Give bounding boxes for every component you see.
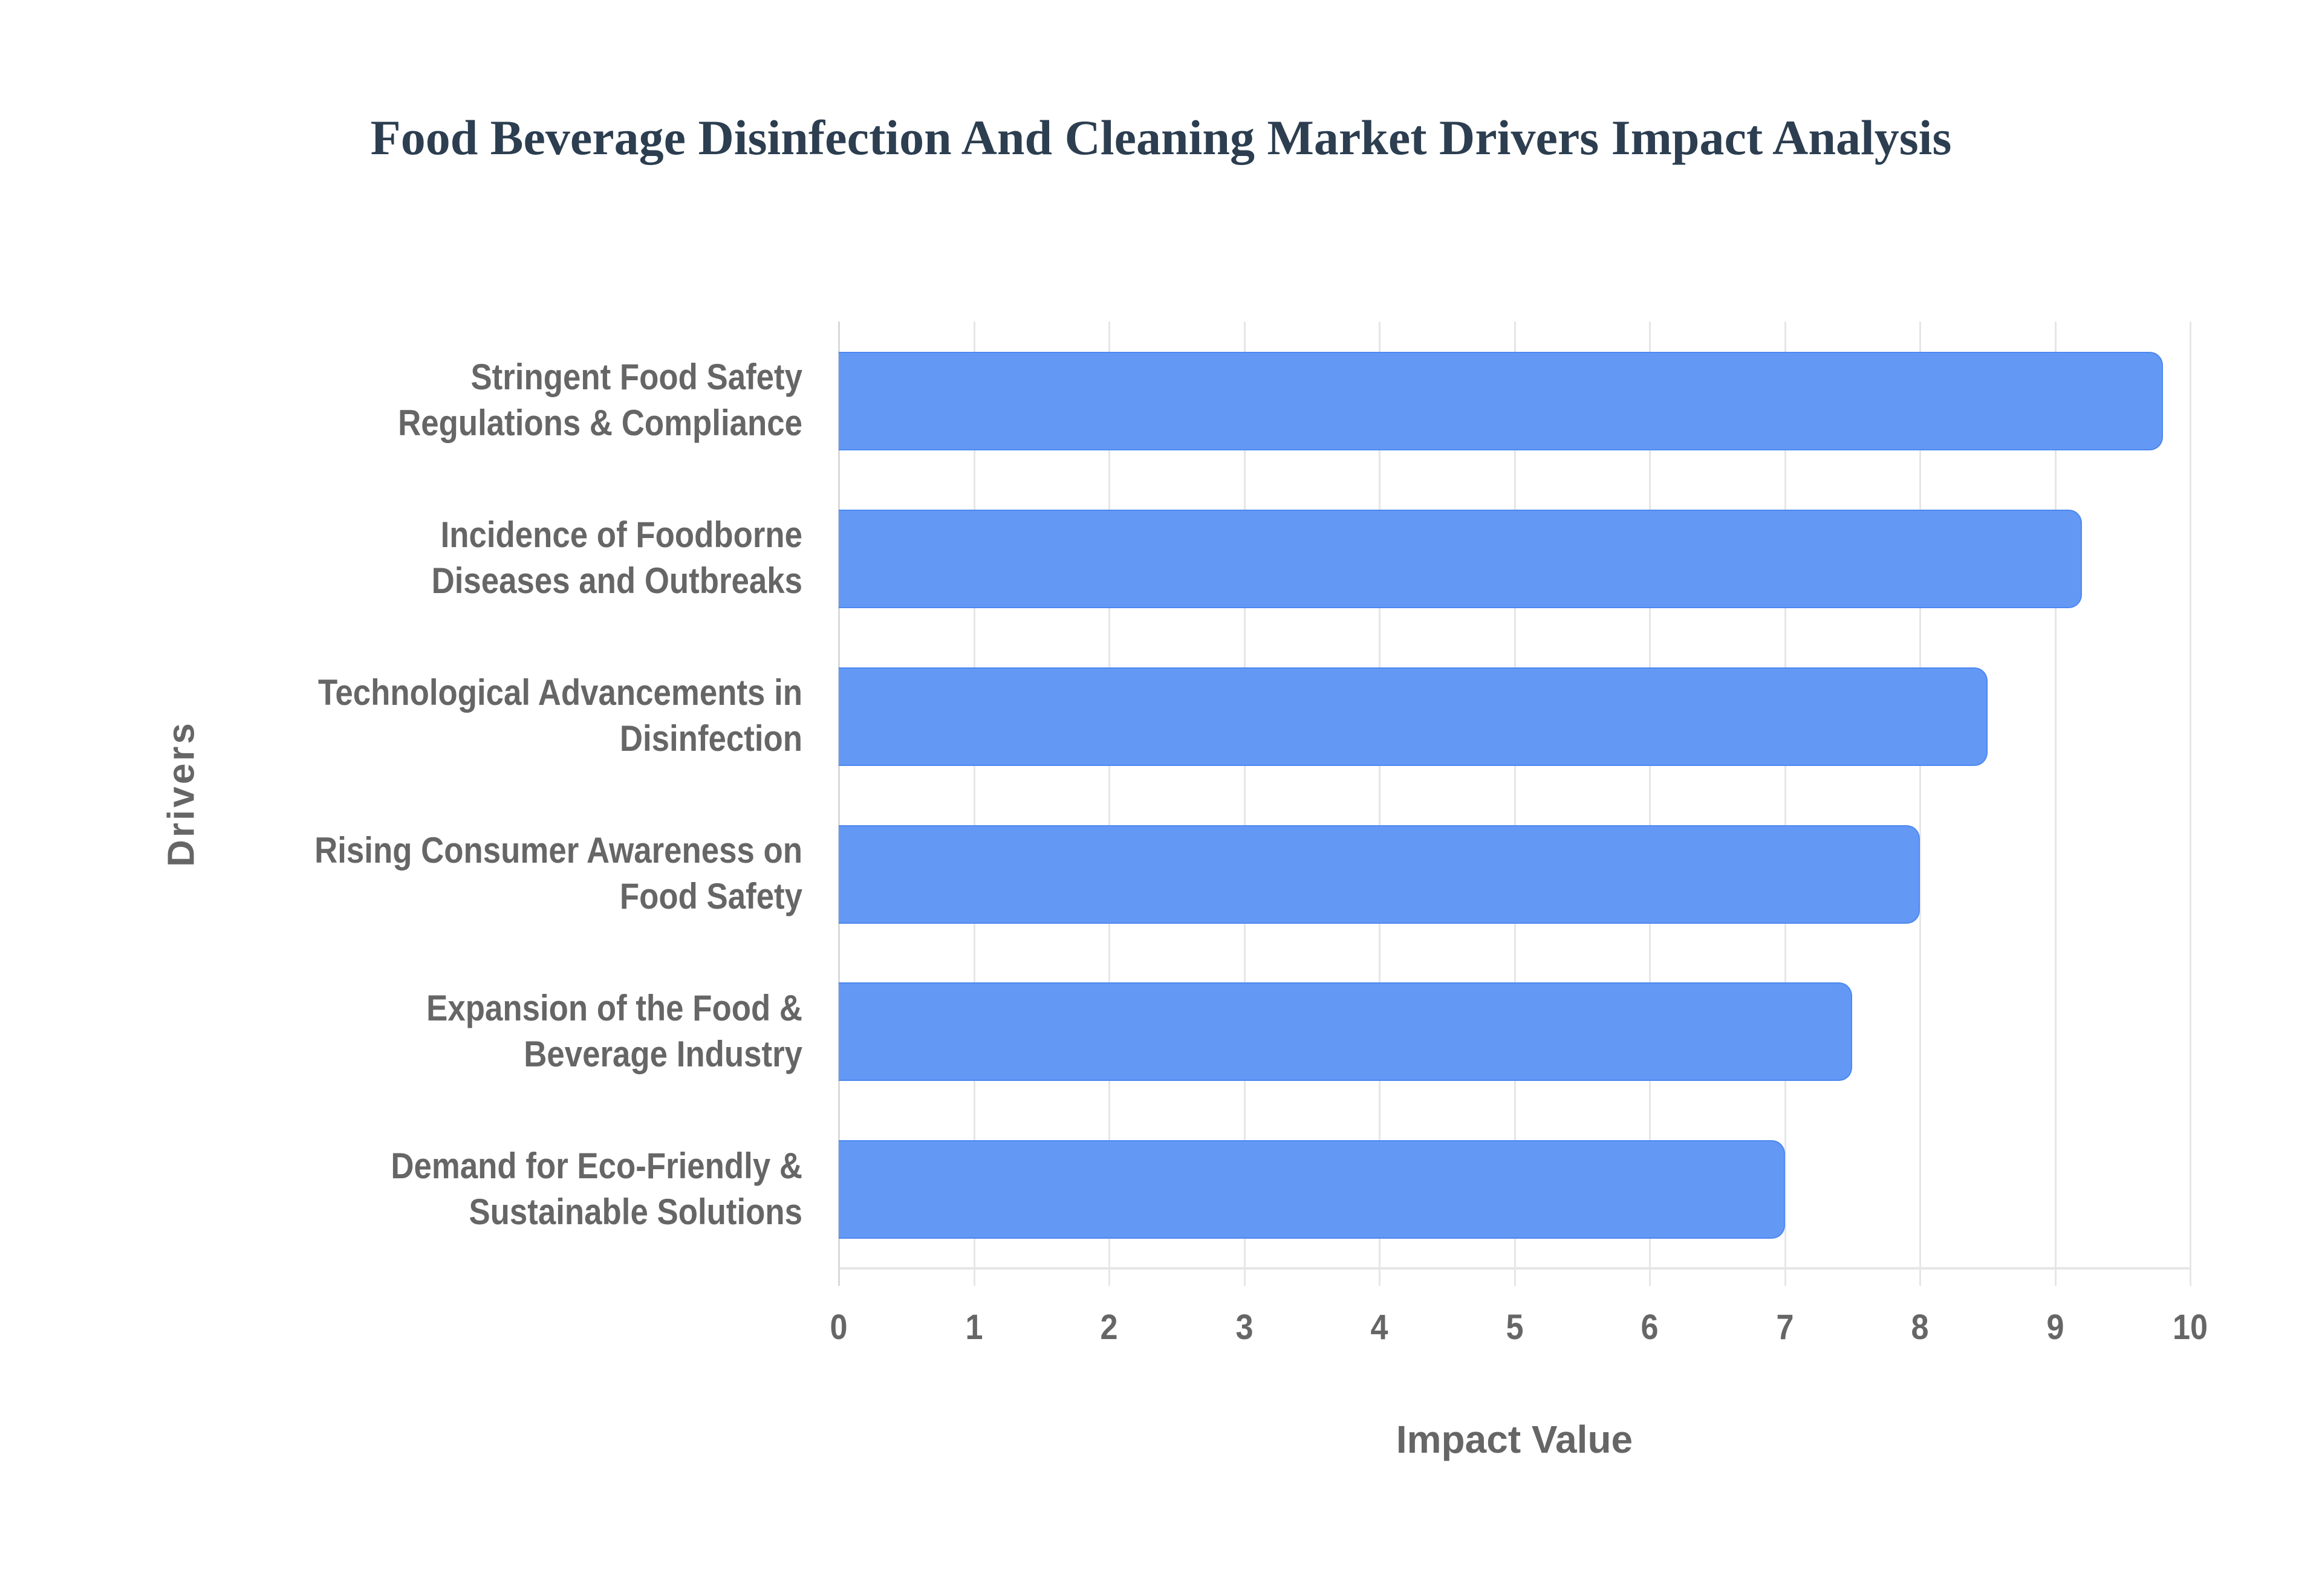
chart-title: Food Beverage Disinfection And Cleaning … <box>370 110 1952 165</box>
bar-0[interactable] <box>839 352 2164 450</box>
plot-area <box>838 322 2191 1286</box>
gridline-x-1 <box>973 322 975 1286</box>
bar-3[interactable] <box>839 825 1920 924</box>
x-tick-label: 7 <box>1775 1308 1794 1347</box>
gridline-x-10 <box>2190 322 2191 1286</box>
gridline-x-0 <box>838 322 840 1286</box>
gridline-x-8 <box>1919 322 1921 1286</box>
y-tick-label-line: Regulations & Compliance <box>398 403 802 444</box>
y-tick-label-line: Sustainable Solutions <box>469 1191 802 1232</box>
y-tick-label-line: Incidence of Foodborne <box>440 514 802 556</box>
gridline-x-6 <box>1649 322 1651 1286</box>
x-tick-label: 5 <box>1505 1308 1524 1347</box>
x-tick-label: 4 <box>1370 1308 1388 1347</box>
y-axis-title: Drivers <box>160 721 203 867</box>
y-tick-label-line: Beverage Industry <box>524 1033 802 1074</box>
x-tick-label: 1 <box>964 1308 983 1347</box>
gridline-x-5 <box>1514 322 1516 1286</box>
bar-1[interactable] <box>839 509 2083 608</box>
y-tick-label-line: Stringent Food Safety <box>470 357 802 398</box>
y-tick-label-line: Demand for Eco-Friendly & <box>391 1145 802 1186</box>
bar-5[interactable] <box>839 1140 1785 1239</box>
y-tick-label: Expansion of the Food & Beverage Industry <box>217 985 802 1077</box>
gridline-x-7 <box>1784 322 1786 1286</box>
y-tick-label: Demand for Eco-Friendly & Sustainable Sol… <box>217 1143 802 1235</box>
y-tick-label-line: Rising Consumer Awareness on <box>314 829 802 871</box>
y-tick-label: Stringent Food Safety Regulations & Compl… <box>217 354 802 446</box>
y-tick-label-line: Disinfection <box>619 718 802 759</box>
gridline-x-9 <box>2054 322 2057 1286</box>
y-tick-label-line: Diseases and Outbreaks <box>431 560 802 602</box>
x-axis-title: Impact Value <box>1396 1418 1633 1461</box>
x-tick-label: 3 <box>1235 1308 1254 1347</box>
bar-2[interactable] <box>839 667 1988 766</box>
gridline-x-3 <box>1243 322 1246 1286</box>
bar-4[interactable] <box>839 982 1853 1082</box>
x-tick-label: 8 <box>1911 1308 1929 1347</box>
y-tick-label: Technological Advancements in Disinfectio… <box>217 670 802 762</box>
x-tick-label: 6 <box>1641 1308 1659 1347</box>
y-tick-label-line: Expansion of the Food & <box>426 987 802 1028</box>
x-tick-label: 10 <box>2172 1308 2208 1347</box>
x-tick-label: 0 <box>830 1308 848 1347</box>
gridline-x-2 <box>1108 322 1110 1286</box>
x-tick-label: 9 <box>2046 1308 2064 1347</box>
y-tick-label-line: Technological Advancements in <box>318 672 802 713</box>
y-tick-label: Incidence of Foodborne Diseases and Outbr… <box>217 512 802 604</box>
y-tick-label-line: Food Safety <box>619 875 802 916</box>
x-tick-label: 2 <box>1100 1308 1118 1347</box>
y-tick-label: Rising Consumer Awareness on Food Safety <box>217 828 802 920</box>
gridline-x-4 <box>1379 322 1381 1286</box>
